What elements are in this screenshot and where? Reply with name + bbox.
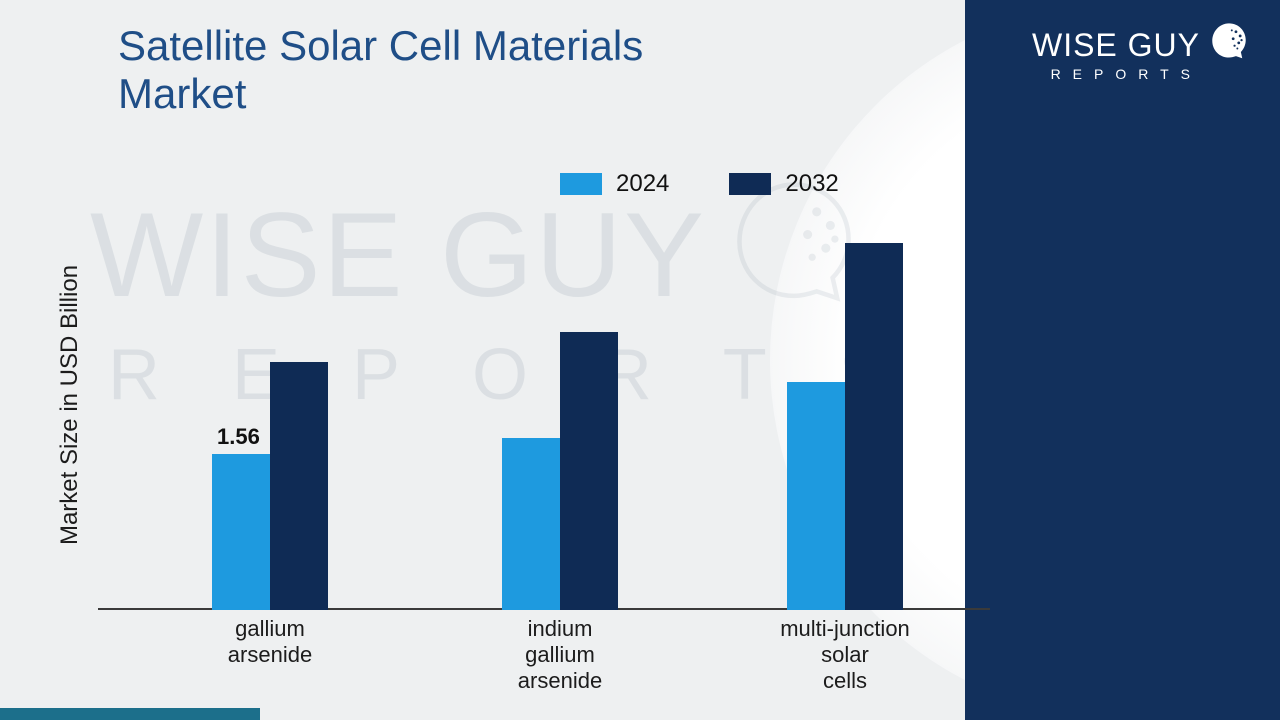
bar-group-2: multi-junctionsolarcells <box>787 243 903 610</box>
brand-name: WISE GUY <box>1032 27 1200 64</box>
bar-2032-0 <box>270 362 328 610</box>
legend-label-0: 2024 <box>616 170 669 198</box>
legend-item-1: 2032 <box>729 170 838 198</box>
bar-2024-2 <box>787 382 845 610</box>
stage: WISE GUY REPORTS Satellite Solar Cell Ma… <box>0 0 1280 720</box>
bar-group-1: indiumgalliumarsenide <box>502 332 618 610</box>
y-axis-label: Market Size in USD Billion <box>56 265 84 545</box>
category-label-0: galliumarsenide <box>185 616 355 668</box>
right-brand-panel <box>965 0 1280 720</box>
legend-label-1: 2032 <box>785 170 838 198</box>
bar-2024-0 <box>212 454 270 610</box>
brand-head-icon <box>1208 22 1250 68</box>
bar-2032-2 <box>845 243 903 610</box>
bottom-accent-stripe <box>0 708 260 720</box>
legend: 2024 2032 <box>560 170 839 198</box>
brand-subtitle: REPORTS <box>990 66 1202 82</box>
legend-swatch-0 <box>560 173 602 195</box>
value-label-0-0: 1.56 <box>217 424 260 450</box>
category-label-1: indiumgalliumarsenide <box>475 616 645 694</box>
legend-swatch-1 <box>729 173 771 195</box>
chart-title: Satellite Solar Cell Materials Market <box>118 22 738 119</box>
bar-2032-1 <box>560 332 618 610</box>
bar-2024-1 <box>502 438 560 610</box>
category-label-2: multi-junctionsolarcells <box>760 616 930 694</box>
bar-group-0: galliumarsenide <box>212 362 328 610</box>
brand-logo: WISE GUY REPORTS <box>990 22 1250 82</box>
chart-area: galliumarsenide indiumgalliumarsenide mult… <box>120 210 950 610</box>
legend-item-0: 2024 <box>560 170 669 198</box>
